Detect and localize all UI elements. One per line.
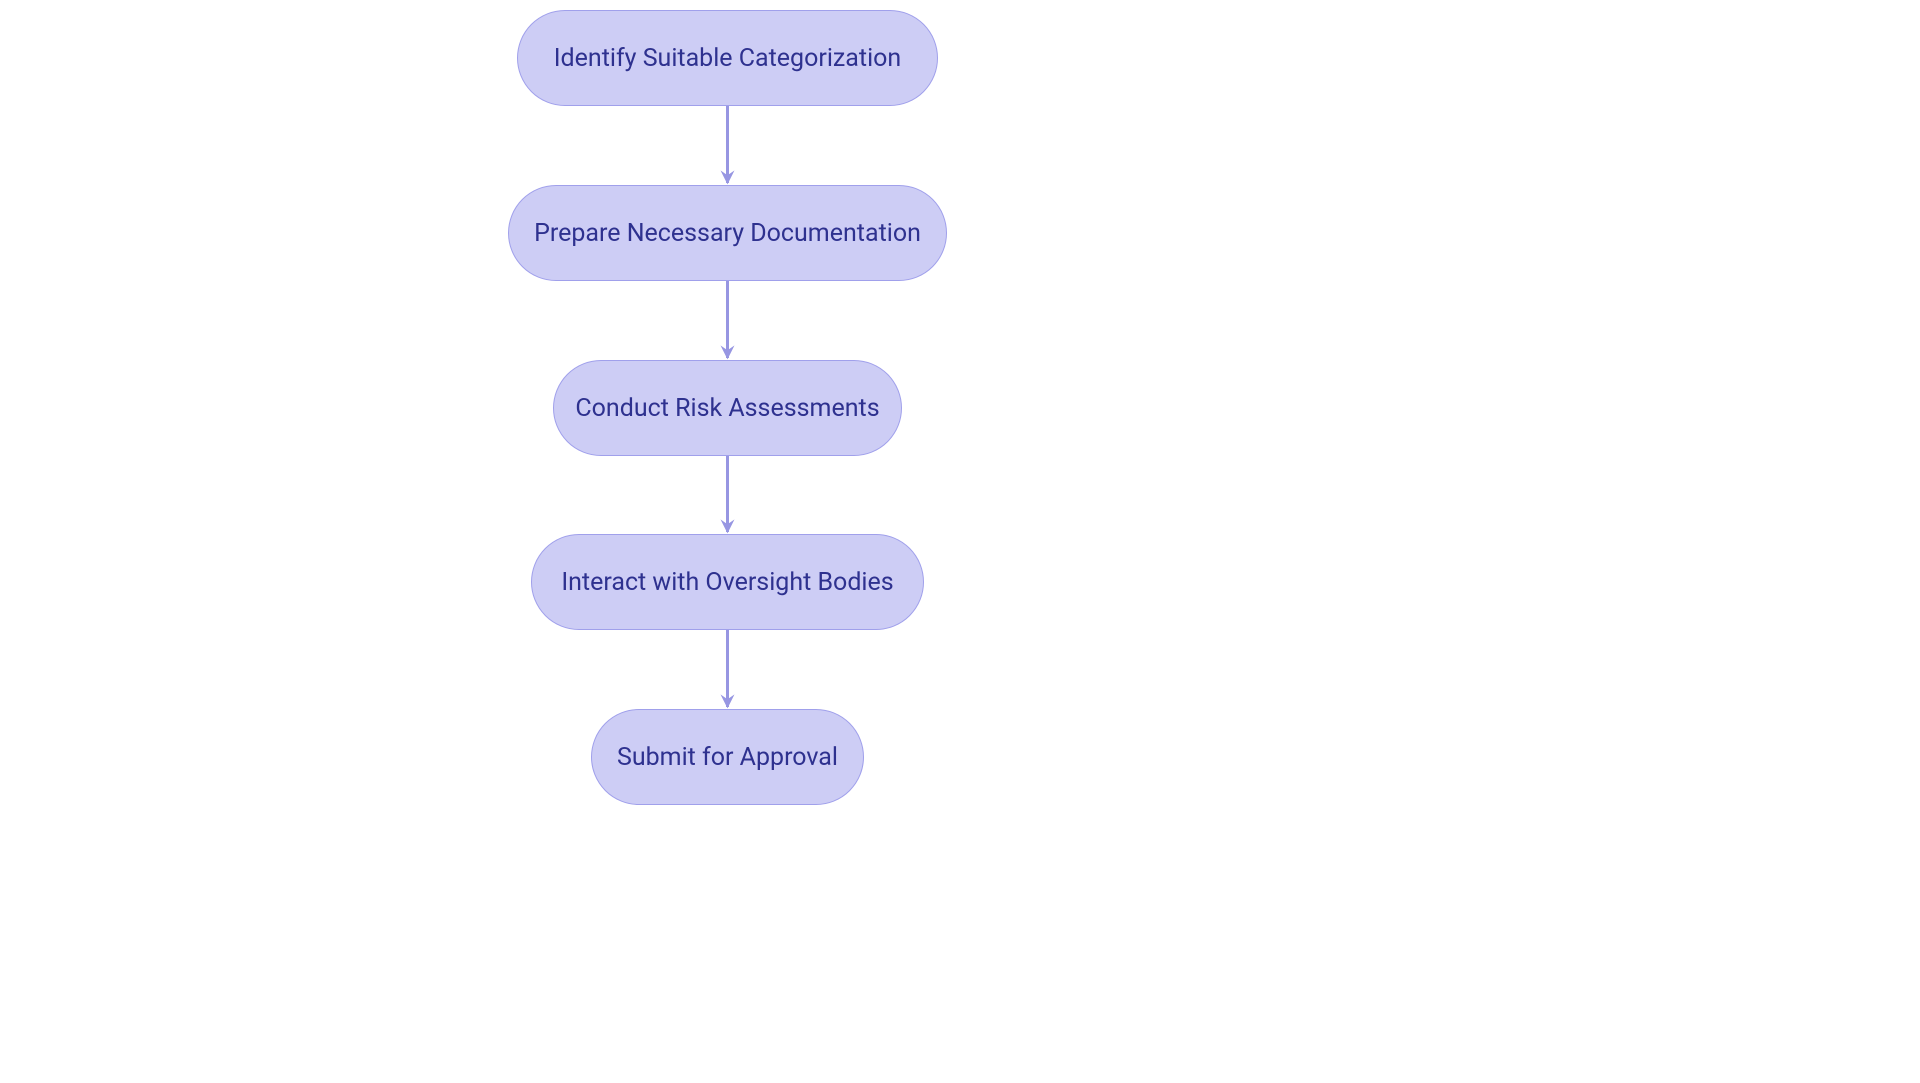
flowchart-node: Submit for Approval (591, 709, 864, 805)
flowchart-node: Conduct Risk Assessments (553, 360, 902, 456)
flowchart-node: Interact with Oversight Bodies (531, 534, 924, 630)
flowchart-node-label: Submit for Approval (617, 743, 838, 772)
flowchart-node-label: Prepare Necessary Documentation (534, 219, 921, 248)
flowchart-node: Identify Suitable Categorization (517, 10, 938, 106)
flowchart-canvas: Identify Suitable Categorization Prepare … (0, 0, 1920, 1083)
flowchart-node-label: Interact with Oversight Bodies (561, 568, 893, 597)
edges-layer (0, 0, 1920, 1083)
flowchart-node: Prepare Necessary Documentation (508, 185, 947, 281)
flowchart-node-label: Identify Suitable Categorization (554, 44, 901, 73)
flowchart-node-label: Conduct Risk Assessments (575, 394, 879, 423)
